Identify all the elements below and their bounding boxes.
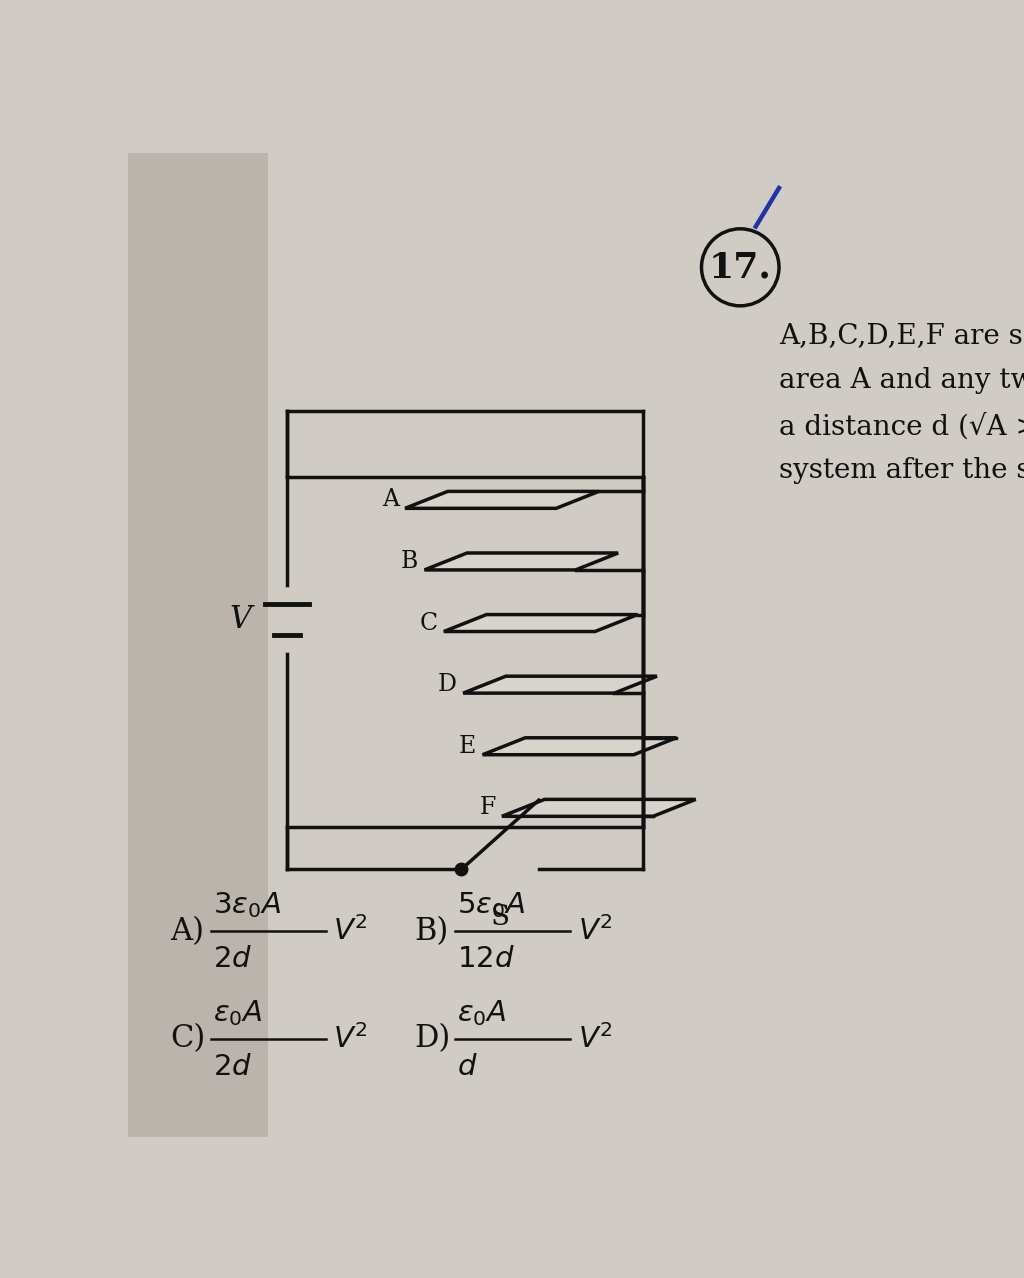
- Polygon shape: [443, 615, 638, 631]
- Polygon shape: [463, 676, 657, 693]
- Text: A: A: [382, 488, 399, 511]
- Bar: [128, 153, 267, 1137]
- Text: $5\varepsilon_0 A$: $5\varepsilon_0 A$: [458, 889, 525, 920]
- Text: $12d$: $12d$: [458, 944, 515, 973]
- Polygon shape: [502, 800, 695, 817]
- Text: system after the switch S is closed is: system after the switch S is closed is: [779, 456, 1024, 484]
- Text: $V^2$: $V^2$: [578, 1024, 612, 1054]
- Text: D): D): [415, 1024, 451, 1054]
- Text: C): C): [171, 1024, 206, 1054]
- Text: a distance d (√A >> d). The net energy stored in the: a distance d (√A >> d). The net energy s…: [779, 412, 1024, 441]
- Text: V: V: [229, 603, 251, 635]
- Text: S: S: [490, 904, 510, 932]
- Text: C: C: [420, 612, 437, 635]
- Text: D: D: [438, 674, 457, 697]
- Text: $\varepsilon_0 A$: $\varepsilon_0 A$: [213, 998, 263, 1028]
- Text: $V^2$: $V^2$: [334, 916, 369, 946]
- Text: $2d$: $2d$: [213, 944, 252, 973]
- Text: $2d$: $2d$: [213, 1053, 252, 1081]
- Text: 17.: 17.: [709, 250, 772, 284]
- Text: area A and any two consecutive plates separated by: area A and any two consecutive plates se…: [779, 367, 1024, 395]
- Text: $d$: $d$: [458, 1053, 478, 1081]
- Text: $V^2$: $V^2$: [334, 1024, 369, 1054]
- Text: F: F: [479, 796, 496, 819]
- Polygon shape: [406, 491, 599, 509]
- Polygon shape: [424, 553, 618, 570]
- Polygon shape: [482, 737, 676, 755]
- Text: A): A): [171, 915, 205, 947]
- Text: A,B,C,D,E,F are square conducting plates each of: A,B,C,D,E,F are square conducting plates…: [779, 323, 1024, 350]
- Text: B): B): [415, 915, 449, 947]
- Text: $V^2$: $V^2$: [578, 916, 612, 946]
- Text: $\varepsilon_0 A$: $\varepsilon_0 A$: [458, 998, 507, 1028]
- Text: B: B: [400, 550, 418, 573]
- Text: $3\varepsilon_0 A$: $3\varepsilon_0 A$: [213, 889, 282, 920]
- Text: E: E: [459, 735, 476, 758]
